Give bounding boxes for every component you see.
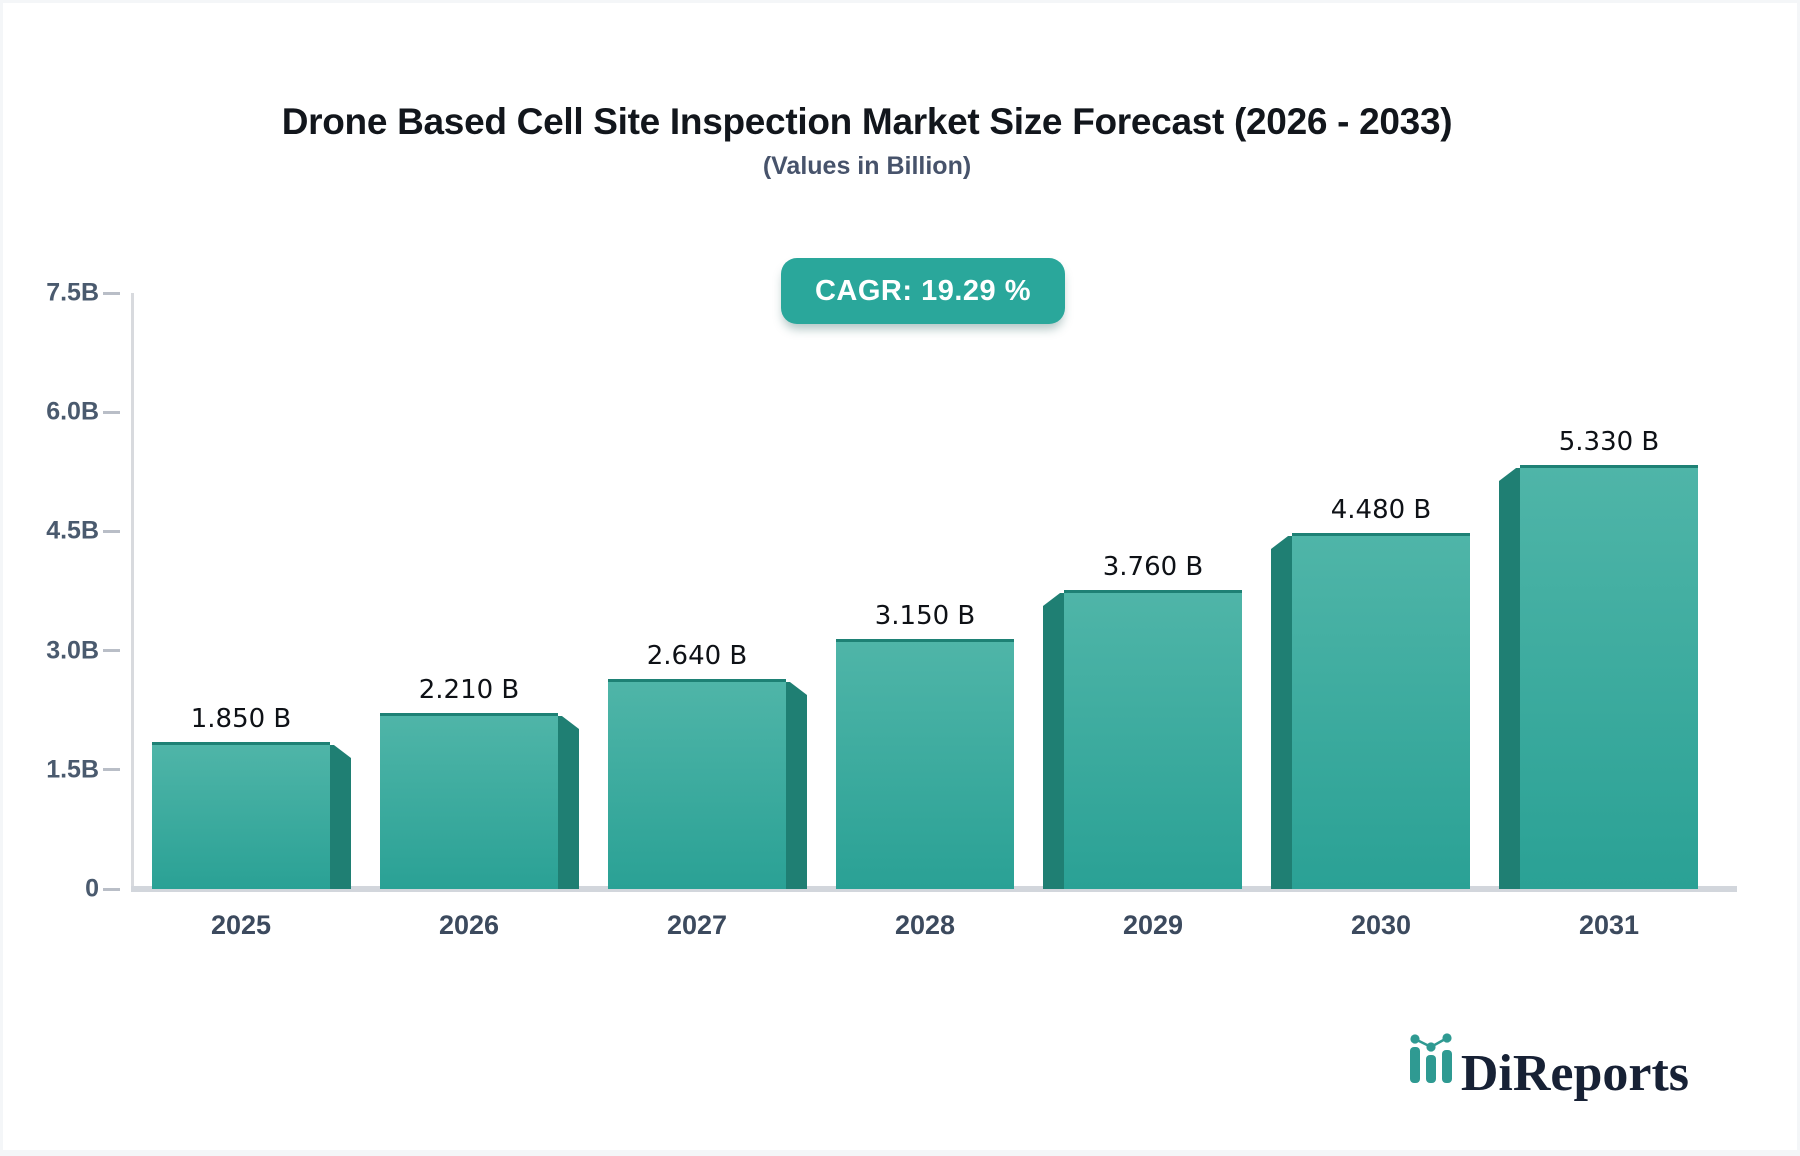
y-tick-dash	[103, 291, 120, 295]
x-axis-line	[131, 886, 1737, 892]
bar-value-label: 5.330 B	[1558, 427, 1660, 457]
bar-value-label: 4.480 B	[1330, 495, 1432, 525]
mini-bar-chart-icon	[1409, 1033, 1452, 1083]
bar-side-face	[558, 716, 579, 889]
bar-side-face	[786, 682, 807, 889]
y-tick-label: 6.0B	[46, 397, 99, 426]
cagr-badge-label: CAGR: 19.29 %	[814, 274, 1031, 307]
bar-value-label: 2.640 B	[646, 641, 748, 671]
bar-value-label: 2.210 B	[418, 675, 520, 705]
x-axis-label-2030: 2030	[1350, 910, 1412, 940]
y-tick-label: 3.0B	[46, 636, 99, 665]
bar-2028: 3.150 B 2028	[836, 601, 1014, 940]
y-tick-label: 4.5B	[46, 516, 99, 545]
bar-side-face	[1271, 536, 1292, 889]
bar-side-face	[1499, 468, 1520, 889]
x-axis-label-2027: 2027	[666, 910, 728, 940]
bar-side-face	[330, 745, 351, 889]
y-tick-dash	[103, 768, 120, 772]
x-axis-label-2029: 2029	[1122, 910, 1184, 940]
bar-value-label: 3.760 B	[1102, 552, 1204, 582]
bar-chart-plot: 0 1.5B 3.0B 4.5B 6.0B 7.5B 1.850 B 2025 2.210 B…	[46, 279, 1737, 940]
bar-value-label: 3.150 B	[874, 601, 976, 631]
y-tick-dash	[103, 529, 120, 533]
x-axis-label-2031: 2031	[1578, 910, 1640, 940]
bar-2031: 5.330 B 2031	[1499, 427, 1698, 940]
direports-logo: DiReports	[1409, 1033, 1689, 1102]
x-axis-label-2025: 2025	[210, 910, 272, 940]
cagr-badge: CAGR: 19.29 %	[781, 258, 1065, 324]
logo-text: DiReports	[1460, 1045, 1689, 1102]
bar-2025: 1.850 B 2025	[152, 704, 351, 940]
x-axis-label-2028: 2028	[894, 910, 956, 940]
y-tick-dash	[103, 887, 120, 891]
y-tick-label: 1.5B	[46, 755, 99, 784]
bar-value-label: 1.850 B	[190, 704, 292, 734]
bar-2027: 2.640 B 2027	[608, 641, 807, 940]
y-tick-dash	[103, 649, 120, 653]
chart-subtitle: (Values in Billion)	[762, 152, 972, 180]
bar-side-face	[1043, 593, 1064, 889]
bar-2030: 4.480 B 2030	[1271, 495, 1470, 940]
x-axis-label-2026: 2026	[438, 910, 500, 940]
chart-title: Drone Based Cell Site Inspection Market …	[281, 101, 1453, 142]
y-tick-dash	[103, 410, 120, 414]
bar-2026: 2.210 B 2026	[380, 675, 579, 940]
y-axis-line	[131, 293, 134, 892]
bar-2029: 3.760 B 2029	[1043, 552, 1242, 940]
y-tick-label: 0	[85, 874, 99, 903]
y-tick-label: 7.5B	[46, 278, 99, 307]
